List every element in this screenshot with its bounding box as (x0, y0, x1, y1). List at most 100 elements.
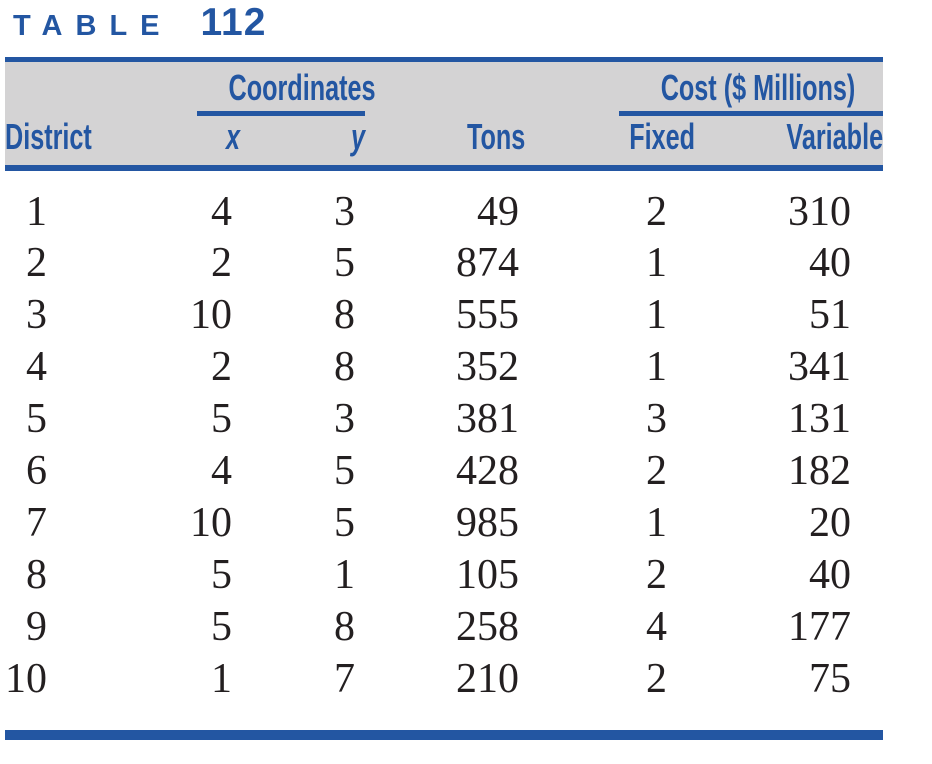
cell-x: 2 (211, 239, 232, 286)
cell-variable: 131 (788, 395, 851, 442)
cell-district: 10 (5, 655, 47, 702)
cell-district: 5 (26, 395, 47, 442)
header-spacer-tons (365, 57, 525, 118)
cell-district: 9 (26, 603, 47, 650)
cell-fixed: 3 (646, 395, 667, 442)
cell-fixed: 4 (646, 603, 667, 650)
table-title-label: TABLE (13, 10, 173, 42)
column-header-variable-label: Variable (786, 115, 883, 157)
cell-district: 1 (26, 189, 47, 235)
cell-fixed: 2 (646, 655, 667, 702)
cell-tons: 258 (456, 603, 519, 650)
cell-tons: 381 (456, 395, 519, 442)
cell-fixed: 1 (646, 499, 667, 546)
column-header-district: District (5, 115, 105, 171)
column-header-variable: Variable (695, 115, 883, 171)
column-header-x-label: x (225, 115, 240, 157)
cell-variable: 310 (788, 189, 851, 235)
cell-variable: 182 (788, 447, 851, 494)
cell-variable: 341 (788, 343, 851, 390)
header-spacer-district (5, 57, 105, 118)
table-row: 4 2 8 352 1 341 (5, 341, 883, 393)
cell-fixed: 1 (646, 343, 667, 390)
cell-fixed: 2 (646, 189, 667, 235)
table-row: 8 5 1 105 2 40 (5, 549, 883, 601)
cell-district: 8 (26, 551, 47, 598)
cell-tons: 49 (477, 189, 519, 235)
table-row: 2 2 5 874 1 40 (5, 237, 883, 289)
cell-x: 5 (211, 395, 232, 442)
cell-fixed: 1 (646, 291, 667, 338)
cell-x: 10 (190, 499, 232, 546)
table-row: 9 5 8 258 4 177 (5, 601, 883, 653)
cell-tons: 985 (456, 499, 519, 546)
column-header-y-label: y (350, 115, 365, 157)
cell-district: 4 (26, 343, 47, 390)
cell-x: 1 (211, 655, 232, 702)
cell-fixed: 1 (646, 239, 667, 286)
cell-y: 3 (334, 189, 355, 235)
group-header-coordinates-label: Coordinates (228, 66, 376, 108)
table-row: 10 1 7 210 2 75 (5, 653, 883, 705)
table-row: 5 5 3 381 3 131 (5, 393, 883, 445)
table-title: TABLE 112 (13, 3, 266, 42)
cell-tons: 352 (456, 343, 519, 390)
cell-y: 5 (334, 447, 355, 494)
cell-x: 5 (211, 551, 232, 598)
cell-y: 5 (334, 499, 355, 546)
table-body: 1 4 3 49 2 310 2 2 5 874 1 40 3 10 8 555 1 51 4 2 8 352 1 341 5 5… (5, 168, 883, 705)
cell-y: 3 (334, 395, 355, 442)
cell-fixed: 2 (646, 447, 667, 494)
cell-tons: 105 (456, 551, 519, 598)
cell-x: 4 (211, 189, 232, 235)
cell-x: 4 (211, 447, 232, 494)
group-header-row: Coordinates Cost ($ Millions) (5, 57, 883, 118)
cell-y: 8 (334, 291, 355, 338)
group-header-cost-label: Cost ($ Millions) (660, 66, 856, 108)
table-header: Coordinates Cost ($ Millions) District x… (5, 57, 883, 171)
cell-variable: 40 (809, 551, 851, 598)
column-header-row: District x y Tons Fixed Variable (5, 115, 883, 171)
column-header-tons: Tons (365, 115, 525, 171)
cell-y: 5 (334, 239, 355, 286)
cell-x: 10 (190, 291, 232, 338)
cell-district: 7 (26, 499, 47, 546)
cell-variable: 177 (788, 603, 851, 650)
column-header-x: x (105, 115, 240, 171)
column-header-fixed: Fixed (525, 115, 695, 171)
table-row: 6 4 5 428 2 182 (5, 445, 883, 497)
cell-variable: 51 (809, 291, 851, 338)
cell-district: 2 (26, 239, 47, 286)
cell-variable: 20 (809, 499, 851, 546)
cell-variable: 75 (809, 655, 851, 702)
table-row: 1 4 3 49 2 310 (5, 168, 883, 237)
cost-underline: Cost ($ Millions) (619, 66, 883, 116)
districts-table: Coordinates Cost ($ Millions) District x… (5, 57, 883, 705)
cell-x: 5 (211, 603, 232, 650)
cell-fixed: 2 (646, 551, 667, 598)
cell-y: 8 (334, 603, 355, 650)
cell-tons: 428 (456, 447, 519, 494)
cell-x: 2 (211, 343, 232, 390)
cell-y: 7 (334, 655, 355, 702)
table-bottom-rule (5, 729, 883, 740)
cell-tons: 210 (456, 655, 519, 702)
cell-district: 6 (26, 447, 47, 494)
group-header-coordinates: Coordinates (105, 57, 376, 118)
cell-district: 3 (26, 291, 47, 338)
data-table: Coordinates Cost ($ Millions) District x… (5, 57, 883, 740)
cell-y: 1 (334, 551, 355, 598)
table-title-number: 112 (200, 1, 267, 44)
cell-y: 8 (334, 343, 355, 390)
group-header-cost: Cost ($ Millions) (525, 57, 883, 118)
cell-variable: 40 (809, 239, 851, 286)
coordinates-underline: Coordinates (197, 69, 376, 116)
column-header-tons-label: Tons (466, 115, 525, 157)
table-row: 3 10 8 555 1 51 (5, 289, 883, 341)
column-header-y: y (240, 115, 365, 171)
column-header-district-label: District (5, 115, 92, 157)
table-row: 7 10 5 985 1 20 (5, 497, 883, 549)
cell-tons: 874 (456, 239, 519, 286)
column-header-fixed-label: Fixed (629, 115, 695, 157)
cell-tons: 555 (456, 291, 519, 338)
